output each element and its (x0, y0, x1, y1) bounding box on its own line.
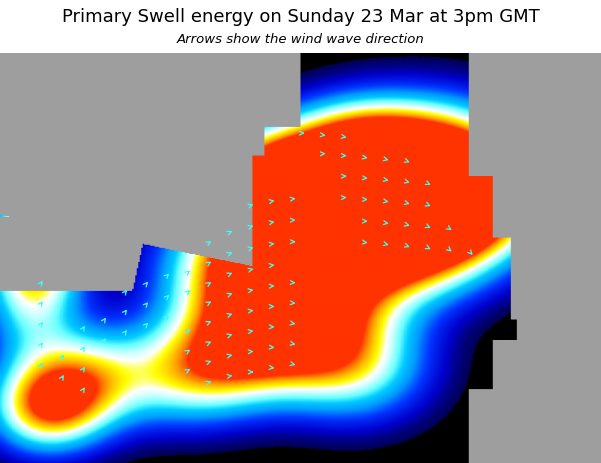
Text: Primary Swell energy on Sunday 23 Mar at 3pm GMT: Primary Swell energy on Sunday 23 Mar at… (62, 8, 539, 26)
Text: Arrows show the wind wave direction: Arrows show the wind wave direction (177, 33, 424, 46)
